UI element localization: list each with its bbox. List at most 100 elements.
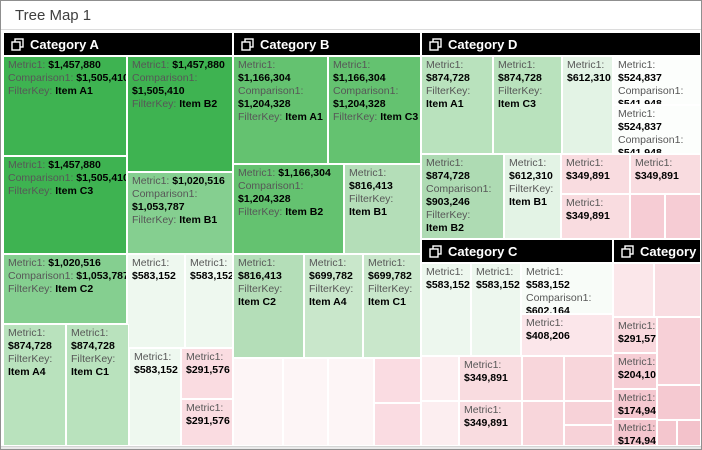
cell-text-line: Metric1: [309,257,347,269]
treemap-cell[interactable]: Metric1: $408,206 [521,314,613,356]
treemap-cell-item-c2[interactable]: Metric1: $1,020,516 Comparison1: $1,053,7… [3,254,127,324]
cell-text-line: Metric1: [190,257,228,269]
cell-text-line: FilterKey: Item B2 [132,98,218,110]
treemap-cell-item-b1[interactable]: Metric1: $612,310 FilterKey: Item B1 [504,154,561,239]
treemap-cell[interactable]: Metric1:$291,576 [181,348,233,399]
treemap-cell[interactable] [665,194,701,239]
category-header-category-c[interactable]: Category C [421,239,613,263]
treemap-cell-item-c2[interactable]: Metric1: $816,413 FilterKey: Item C2 [233,254,304,358]
treemap-cell[interactable] [564,356,613,401]
treemap-cell[interactable] [613,263,654,317]
cell-text-line: $699,782 [368,270,412,282]
treemap-cell[interactable] [564,401,613,425]
treemap-cell-item-a1[interactable]: Metric1: $1,166,304 Comparison1: $1,204,328… [233,56,328,164]
cell-text-line: FilterKey: Item B1 [132,214,218,226]
treemap-cell[interactable]: Metric1: $583,152 [421,263,471,356]
treemap-cell-item-b1[interactable]: Metric1: $816,413 FilterKey: Item B1 [344,164,421,254]
treemap-cell[interactable]: Metric1:$174,946 [613,419,657,446]
treemap-cell[interactable] [233,358,283,446]
treemap-cell[interactable] [374,403,421,446]
treemap-cell[interactable]: Metric1: $583,152 [129,348,181,446]
treemap-cell-item-c3[interactable]: Metric1: $874,728 FilterKey: Item C3 [493,56,562,154]
category-header-category-a[interactable]: Category A [3,32,233,56]
cell-text-line: $583,152 [526,279,570,291]
treemap-cell[interactable]: Metric1: $612,310 [562,56,613,154]
treemap-cell[interactable] [283,358,328,446]
treemap-cell[interactable]: Metric1:$291,576 [181,399,233,446]
cell-text-line: Metric1: $1,457,880 [132,59,225,71]
cell-text-line: $583,152 [476,279,520,291]
treemap-cell[interactable]: Metric1: $583,152 [471,263,521,356]
cell-text-line: FilterKey: Item A1 [8,85,93,97]
cell-text-line: $699,782 [309,270,353,282]
treemap-cell[interactable]: Metric1: $349,891 [459,356,522,401]
cell-text-line: Metric1: [566,157,604,169]
cell-text-line: $1,166,304 [333,72,386,84]
treemap-cell-item-b2[interactable]: Metric1: $874,728 Comparison1: $903,246 Filt… [421,154,504,239]
category-header-category-e[interactable]: Category E [613,239,701,263]
cell-text-line: Metric1: [618,320,656,332]
treemap-cell-item-c3[interactable]: Metric1: $1,166,304 Comparison1: $1,204,328… [328,56,421,164]
cell-text-line: Metric1: [618,356,656,368]
treemap-cell-item-a1[interactable]: Metric1: $1,457,880 Comparison1: $1,505,4… [3,56,127,156]
cell-text-line: Item A4 [309,296,347,308]
treemap-cell[interactable]: Metric1: $524,837 Comparison1: $541,948 [613,56,701,105]
treemap-cell-item-a4[interactable]: Metric1: $874,728 FilterKey: Item A4 [3,324,66,446]
cell-text-line: Comparison1: [132,188,198,200]
treemap-cell[interactable]: Metric1:$291,576 [613,317,657,353]
cell-text-line: Item A1 [426,98,464,110]
cell-text-line: $349,891 [464,372,508,384]
treemap-cell[interactable] [522,401,564,446]
treemap-cell-item-c3[interactable]: Metric1: $1,457,880 Comparison1: $1,505,4… [3,156,127,254]
cell-text-line: FilterKey: Item A1 [238,111,323,123]
category-header-category-d[interactable]: Category D [421,32,701,56]
treemap-cell-item-a4[interactable]: Metric1: $699,782 FilterKey: Item A4 [304,254,363,358]
cell-text-line: $903,246 [426,196,470,208]
cell-text-line: $524,837 [618,72,662,84]
treemap-cell[interactable] [328,358,374,446]
treemap-cell[interactable] [657,420,677,446]
cell-text-line: Metric1: [618,392,656,404]
cell-text-line: Metric1: [509,157,547,169]
cell-text-line: Metric1: [635,157,673,169]
treemap-cell[interactable]: Metric1: $349,891 [561,154,630,194]
treemap-cell-item-b1[interactable]: Metric1: $1,020,516 Comparison1: $1,053,78… [127,172,233,254]
treemap-cell[interactable]: Metric1: $583,152 [127,254,185,348]
treemap-cell[interactable] [677,420,701,446]
treemap-cell[interactable] [564,425,613,446]
treemap-cell[interactable]: Metric1: $583,152 [185,254,233,348]
treemap-cell[interactable] [374,358,421,403]
overlapping-squares-icon [241,37,254,51]
cell-text-line: FilterKey: [8,353,53,365]
treemap-cell-item-a1[interactable]: Metric1: $874,728 FilterKey: Item A1 [421,56,493,154]
treemap-cell[interactable]: Metric1: $583,152 Comparison1: $602,164 [521,263,613,314]
treemap-cell[interactable]: Metric1:$174,946 [613,389,657,419]
cell-text-line: $1,204,328 [333,98,386,110]
treemap-cell-item-b2[interactable]: Metric1: $1,457,880 Comparison1: $1,505,41… [127,56,233,172]
treemap-cell[interactable] [654,263,701,317]
treemap-cell-item-c1[interactable]: Metric1: $699,782 FilterKey: Item C1 [363,254,421,358]
cell-text-line: $291,576 [186,415,230,427]
treemap-cell[interactable] [522,356,564,401]
treemap-cell[interactable] [657,317,701,385]
treemap-cell-item-c1[interactable]: Metric1: $874,728 FilterKey: Item C1 [66,324,129,446]
treemap-cell-item-b2[interactable]: Metric1: $1,166,304 Comparison1: $1,204,32… [233,164,344,254]
cell-text-line: Comparison1: $1,053,787 [8,270,127,282]
treemap-cell[interactable] [657,385,701,420]
treemap-cell[interactable]: Metric1: $349,891 [630,154,701,194]
cell-text-line: Metric1: [618,59,656,71]
cell-text-line: Comparison1: $1,505,410 [8,72,127,84]
treemap-cell[interactable]: Metric1:$204,103 [613,353,657,389]
treemap-cell[interactable] [421,401,459,446]
cell-text-line: $1,053,787 [132,201,185,213]
treemap-cell[interactable]: Metric1: $349,891 [459,401,522,446]
cell-text-line: Metric1: [238,59,276,71]
treemap-cell[interactable] [421,356,459,401]
category-title: Category D [448,36,518,52]
cell-text-line: Item C1 [368,296,406,308]
treemap-cell[interactable] [630,194,665,239]
treemap-cell[interactable]: Metric1: $524,837 Comparison1: $541,948 [613,105,701,154]
category-header-category-b[interactable]: Category B [233,32,421,56]
treemap-cell[interactable]: Metric1: $349,891 [561,194,630,239]
